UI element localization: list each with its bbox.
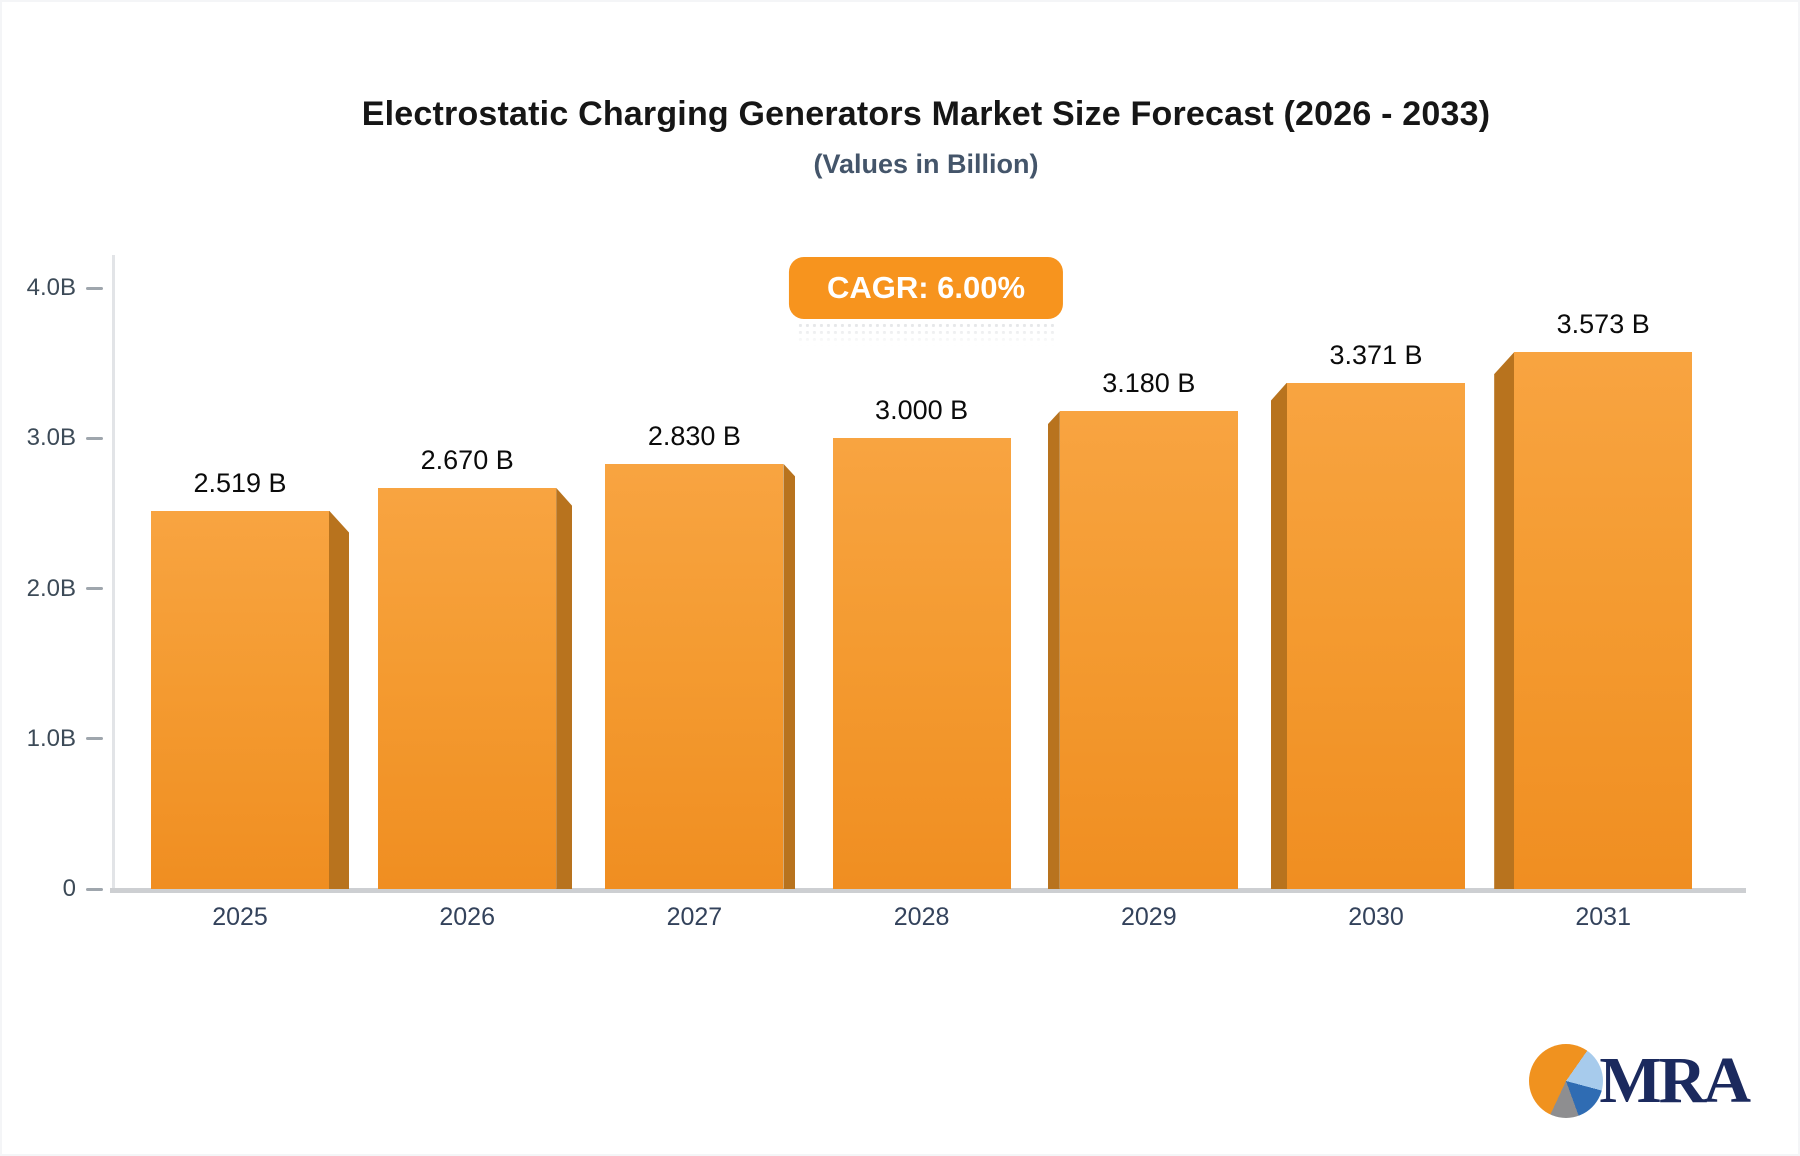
bar-face — [378, 487, 557, 889]
y-tick-dash — [86, 436, 103, 440]
bar-side-3d — [783, 463, 796, 889]
y-tick-dash — [86, 887, 103, 891]
bar-face — [151, 510, 329, 889]
chart-subtitle: (Values in Billion) — [813, 148, 1039, 179]
x-tick-label: 2025 — [212, 903, 268, 931]
bar-value-label: 3.180 B — [1102, 368, 1196, 399]
y-tick-label: 0 — [62, 875, 76, 902]
bar-face — [832, 438, 1011, 889]
x-tick-label: 2028 — [893, 903, 950, 931]
cagr-badge: CAGR: 6.00% — [788, 257, 1064, 319]
bar-2025 — [151, 510, 349, 889]
x-tick-label: 2030 — [1348, 903, 1404, 931]
bar-2028 — [832, 438, 1011, 889]
bar-2029 — [1047, 411, 1238, 889]
bar-face — [1514, 352, 1693, 889]
y-tick-label: 3.0B — [26, 424, 76, 452]
bar-side-3d — [556, 487, 573, 889]
y-tick-label: 1.0B — [26, 724, 76, 752]
bar-value-label: 3.371 B — [1329, 339, 1423, 370]
bar-2031 — [1494, 352, 1693, 889]
x-tick-label: 2029 — [1120, 903, 1177, 931]
bar-face — [1287, 382, 1465, 889]
bar-side-3d — [1271, 382, 1287, 889]
bar-side-3d — [1047, 411, 1060, 889]
plot-area: 4.0B 3.0B 2.0B 1.0B 0 2.519 B 2025 2.670 B 2026 2… — [27, 255, 1746, 931]
y-tick-label: 4.0B — [26, 274, 76, 301]
bar-face — [605, 463, 784, 889]
bar-value-label: 3.573 B — [1556, 309, 1650, 340]
x-tick-label: 2031 — [1575, 903, 1631, 931]
bar-2027 — [605, 463, 796, 889]
chart-header: Electrostatic Charging Generators Market… — [112, 94, 1740, 180]
bar-value-label: 2.830 B — [647, 420, 741, 451]
bar-value-label: 2.519 B — [193, 467, 287, 498]
bar-side-3d — [329, 510, 349, 889]
y-tick-dash — [86, 737, 103, 741]
y-tick-label: 2.0B — [26, 574, 76, 602]
bar-side-3d — [1494, 352, 1515, 889]
bar-face — [1059, 411, 1238, 889]
logo-pie-icon — [1529, 1044, 1604, 1118]
x-tick-label: 2026 — [439, 903, 495, 931]
bar-2026 — [378, 487, 573, 889]
y-tick-dash — [86, 587, 103, 590]
y-axis-line — [112, 255, 115, 891]
y-tick-dash — [86, 286, 103, 290]
logo: MRA — [1529, 1044, 1751, 1118]
bar-value-label: 3.000 B — [875, 395, 969, 426]
bar-value-label: 2.670 B — [420, 444, 514, 475]
chart-title: Electrostatic Charging Generators Market… — [361, 95, 1491, 133]
x-tick-label: 2027 — [666, 903, 723, 931]
bar-2030 — [1271, 382, 1465, 889]
logo-text: MRA — [1599, 1044, 1751, 1117]
x-axis-line — [110, 888, 1746, 893]
